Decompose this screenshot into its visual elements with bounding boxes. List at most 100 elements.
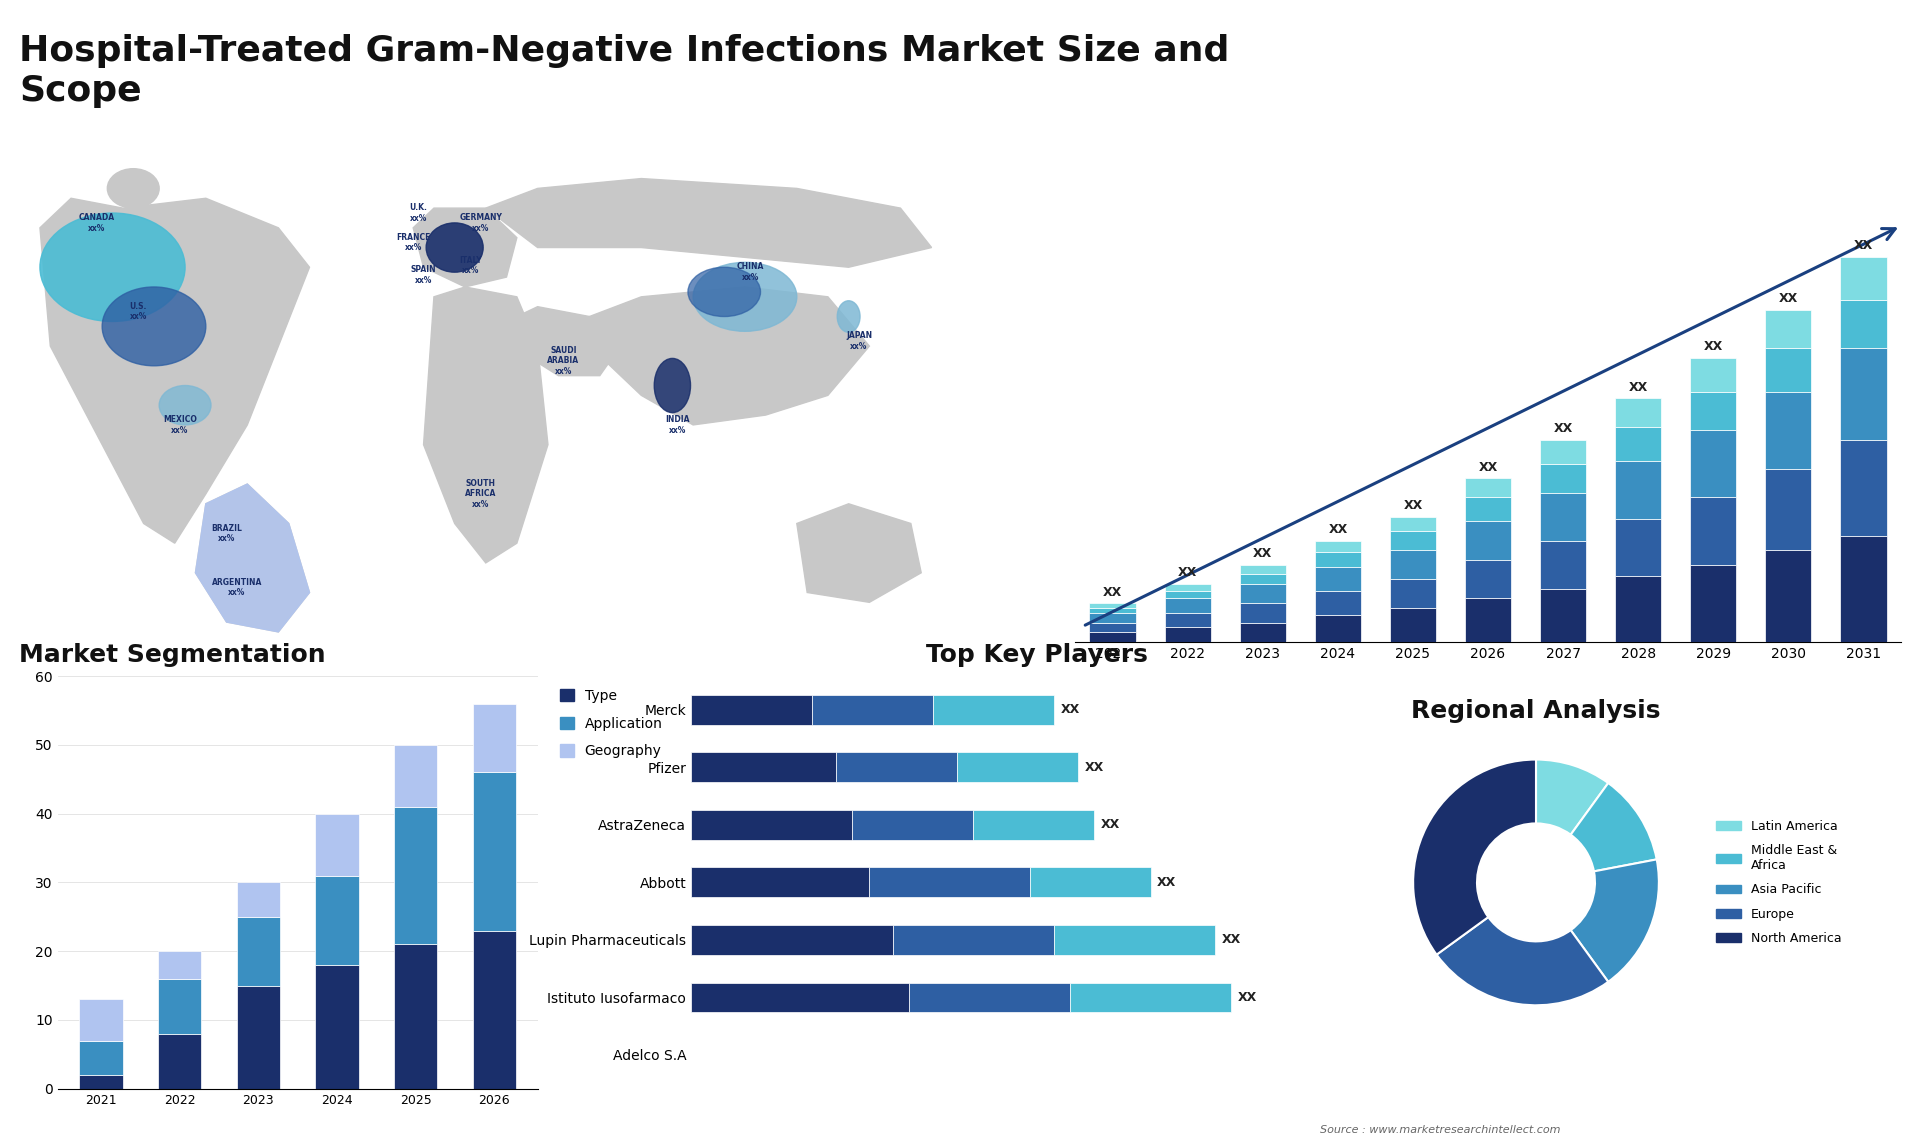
Bar bbox=[933, 694, 1054, 724]
Bar bbox=[1029, 868, 1150, 897]
Ellipse shape bbox=[655, 359, 691, 413]
Bar bbox=[1839, 536, 1887, 642]
Bar bbox=[79, 1075, 123, 1089]
Text: XX: XX bbox=[1158, 876, 1177, 889]
Polygon shape bbox=[40, 198, 309, 543]
Bar bbox=[1690, 565, 1736, 642]
Text: U.K.
xx%: U.K. xx% bbox=[409, 203, 428, 222]
Bar bbox=[315, 876, 359, 965]
Text: Hospital-Treated Gram-Negative Infections Market Size and
Scope: Hospital-Treated Gram-Negative Infection… bbox=[19, 34, 1229, 108]
Bar bbox=[1315, 552, 1361, 566]
Bar bbox=[1089, 603, 1137, 609]
Bar bbox=[79, 1041, 123, 1075]
Bar bbox=[1540, 589, 1586, 642]
Title: Top Key Players: Top Key Players bbox=[925, 643, 1148, 667]
Text: ITALY
xx%: ITALY xx% bbox=[459, 256, 482, 275]
Text: XX: XX bbox=[1778, 292, 1797, 305]
Text: XX: XX bbox=[1085, 761, 1104, 774]
Bar bbox=[315, 814, 359, 876]
Bar bbox=[1764, 550, 1811, 642]
Bar bbox=[1089, 622, 1137, 633]
Wedge shape bbox=[1536, 760, 1609, 834]
Bar bbox=[472, 772, 516, 931]
Bar bbox=[1390, 517, 1436, 531]
Bar bbox=[691, 753, 837, 783]
Bar bbox=[315, 965, 359, 1089]
Bar bbox=[79, 999, 123, 1041]
Bar bbox=[691, 925, 893, 955]
Bar bbox=[1465, 521, 1511, 560]
Text: SOUTH
AFRICA
xx%: SOUTH AFRICA xx% bbox=[465, 479, 495, 509]
Bar bbox=[1615, 461, 1661, 518]
Bar bbox=[1839, 440, 1887, 536]
Ellipse shape bbox=[108, 168, 159, 209]
Text: SAUDI
ARABIA
xx%: SAUDI ARABIA xx% bbox=[547, 346, 580, 376]
Bar bbox=[1540, 464, 1586, 493]
Bar bbox=[1690, 497, 1736, 565]
Text: XX: XX bbox=[1329, 523, 1348, 536]
Text: XX: XX bbox=[1060, 704, 1079, 716]
Bar bbox=[1165, 627, 1212, 642]
Bar bbox=[157, 979, 202, 1034]
Polygon shape bbox=[516, 307, 620, 376]
Bar bbox=[1839, 348, 1887, 440]
Text: FRANCE
xx%: FRANCE xx% bbox=[396, 233, 430, 252]
Polygon shape bbox=[589, 286, 870, 425]
Bar bbox=[157, 1034, 202, 1089]
Bar bbox=[472, 931, 516, 1089]
Bar bbox=[236, 882, 280, 917]
Bar bbox=[1690, 392, 1736, 430]
Bar bbox=[1764, 348, 1811, 392]
Bar bbox=[691, 982, 908, 1012]
Bar bbox=[908, 982, 1069, 1012]
Bar bbox=[1165, 584, 1212, 590]
Bar bbox=[1240, 622, 1286, 642]
Polygon shape bbox=[1645, 50, 1738, 83]
Bar bbox=[1764, 309, 1811, 348]
Bar bbox=[1540, 541, 1586, 589]
Bar bbox=[1764, 469, 1811, 550]
Text: XX: XX bbox=[1553, 422, 1572, 435]
Bar bbox=[1465, 497, 1511, 521]
Polygon shape bbox=[196, 484, 309, 631]
Ellipse shape bbox=[693, 262, 797, 331]
Text: ARGENTINA
xx%: ARGENTINA xx% bbox=[211, 578, 263, 597]
Bar bbox=[472, 704, 516, 772]
Ellipse shape bbox=[687, 267, 760, 316]
Bar bbox=[1540, 493, 1586, 541]
Bar bbox=[1540, 440, 1586, 464]
Bar bbox=[394, 745, 438, 807]
Text: XX: XX bbox=[1254, 547, 1273, 560]
Text: SPAIN
xx%: SPAIN xx% bbox=[411, 266, 436, 285]
Polygon shape bbox=[486, 179, 931, 267]
Bar bbox=[1240, 565, 1286, 574]
Bar bbox=[691, 810, 852, 840]
Bar bbox=[157, 951, 202, 979]
Bar bbox=[1089, 609, 1137, 613]
Text: INDIA
xx%: INDIA xx% bbox=[666, 415, 689, 434]
Text: XX: XX bbox=[1628, 380, 1647, 393]
Text: XX: XX bbox=[1221, 934, 1240, 947]
Ellipse shape bbox=[102, 286, 205, 366]
Legend: Type, Application, Geography: Type, Application, Geography bbox=[555, 683, 668, 764]
Bar bbox=[958, 753, 1077, 783]
Bar bbox=[1315, 541, 1361, 552]
Text: CANADA
xx%: CANADA xx% bbox=[79, 213, 115, 233]
Bar bbox=[1690, 430, 1736, 497]
Wedge shape bbox=[1413, 760, 1536, 955]
Text: MEXICO
xx%: MEXICO xx% bbox=[163, 415, 198, 434]
Bar bbox=[1240, 584, 1286, 603]
Bar bbox=[394, 807, 438, 944]
Ellipse shape bbox=[837, 300, 860, 332]
Bar bbox=[1615, 576, 1661, 642]
Bar bbox=[1165, 598, 1212, 613]
Bar bbox=[691, 694, 812, 724]
Bar bbox=[1390, 609, 1436, 642]
Title: Regional Analysis: Regional Analysis bbox=[1411, 699, 1661, 723]
Text: XX: XX bbox=[1179, 566, 1198, 580]
Wedge shape bbox=[1571, 783, 1657, 871]
Text: Source : www.marketresearchintellect.com: Source : www.marketresearchintellect.com bbox=[1319, 1124, 1561, 1135]
Bar bbox=[1390, 550, 1436, 579]
Bar bbox=[1390, 531, 1436, 550]
Bar bbox=[973, 810, 1094, 840]
